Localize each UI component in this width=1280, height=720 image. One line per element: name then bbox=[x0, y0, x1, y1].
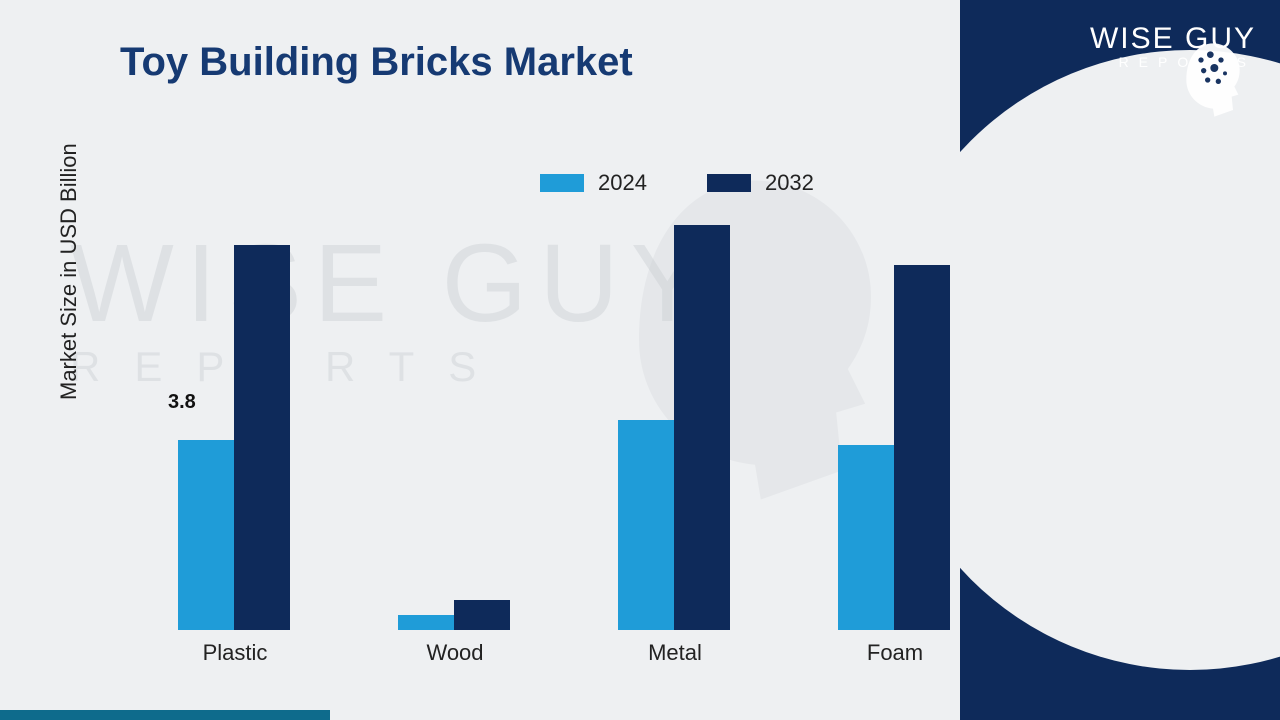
y-axis-label: Market Size in USD Billion bbox=[56, 143, 82, 400]
bar-2024 bbox=[398, 615, 454, 630]
bar-2032 bbox=[674, 225, 730, 630]
bar-2032 bbox=[234, 245, 290, 630]
chart-title: Toy Building Bricks Market bbox=[120, 40, 633, 85]
x-axis-category-label: Plastic bbox=[160, 640, 310, 666]
legend-label-2032: 2032 bbox=[765, 170, 814, 196]
x-axis-category-label: Metal bbox=[600, 640, 750, 666]
x-axis-category-label: Foam bbox=[820, 640, 970, 666]
x-axis-category-label: Wood bbox=[380, 640, 530, 666]
stage: WISE GUY REPORTS Toy Building Bricks Mar… bbox=[0, 0, 1280, 720]
bar-2024 bbox=[618, 420, 674, 630]
brand-head-icon bbox=[1178, 40, 1248, 120]
bottom-accent-bar bbox=[0, 710, 330, 720]
legend-label-2024: 2024 bbox=[598, 170, 647, 196]
bar-value-label: 3.8 bbox=[168, 391, 196, 414]
legend-swatch-2032 bbox=[707, 174, 751, 192]
legend-item-2024: 2024 bbox=[540, 170, 647, 196]
bar-2024 bbox=[838, 445, 894, 630]
brand-logo: WISE GUY REPORTS bbox=[1090, 22, 1256, 70]
bar-2032 bbox=[894, 265, 950, 630]
plot-area: PlasticWoodMetalFoam3.8 bbox=[100, 210, 930, 630]
legend-swatch-2024 bbox=[540, 174, 584, 192]
legend: 2024 2032 bbox=[540, 170, 814, 196]
bar-2032 bbox=[454, 600, 510, 630]
bar-2024 bbox=[178, 440, 234, 630]
legend-item-2032: 2032 bbox=[707, 170, 814, 196]
